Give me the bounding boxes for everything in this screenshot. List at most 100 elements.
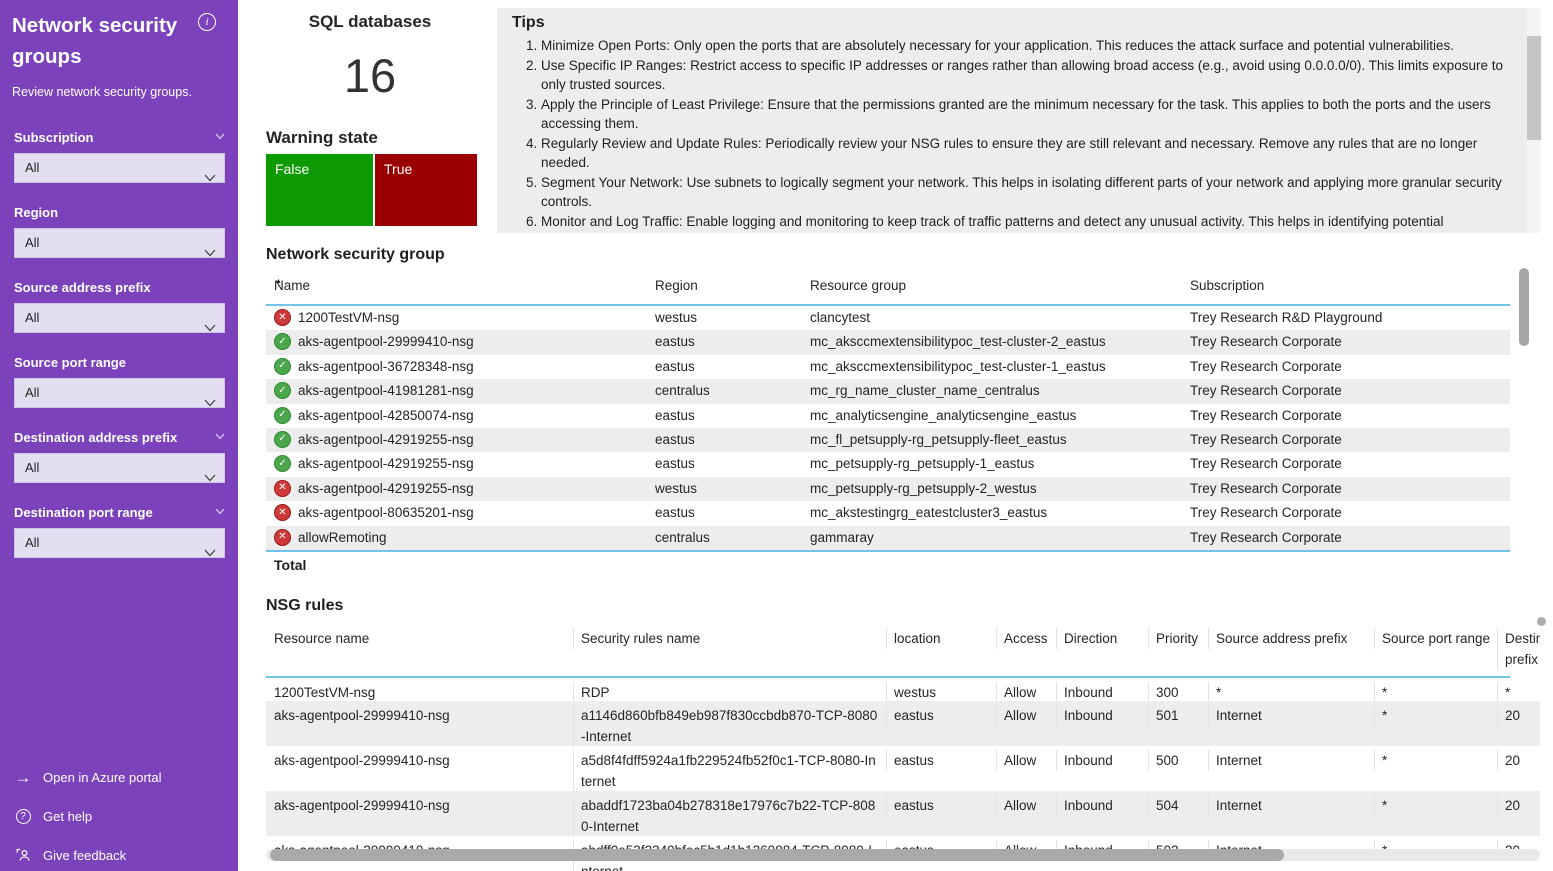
cell-resource-group: clancytest: [810, 310, 871, 325]
column-header[interactable]: Resource group: [810, 278, 907, 293]
rules-header-divider: [266, 676, 1510, 678]
column-header[interactable]: Security rules name: [573, 628, 879, 649]
tip-item: Use Specific IP Ranges: Restrict access …: [541, 56, 1505, 95]
cell-subscription: Trey Research Corporate: [1190, 480, 1342, 496]
info-icon[interactable]: i: [198, 13, 216, 31]
column-header[interactable]: Direction: [1056, 628, 1148, 649]
page-subtitle: Review network security groups.: [12, 85, 192, 99]
filter-group: Source address prefix All: [14, 280, 225, 333]
table-row[interactable]: aks-agentpool-29999410-nsg a1146d860bfb8…: [266, 701, 1540, 747]
give-feedback-link[interactable]: Give feedback: [14, 846, 126, 864]
table-row[interactable]: ✓ aks-agentpool-42919255-nsg eastus mc_f…: [266, 427, 1510, 453]
table-row[interactable]: 1200TestVM-nsg RDP westus Allow Inbound …: [266, 678, 1540, 703]
table-row[interactable]: aks-agentpool-29999410-nsg abaddf1723ba0…: [266, 791, 1540, 837]
cell-access: Allow: [996, 795, 1056, 816]
rules-table-vscrollbar-thumb[interactable]: [1537, 617, 1546, 626]
table-row[interactable]: ✓ aks-agentpool-36728348-nsg eastus mc_a…: [266, 355, 1510, 379]
cell-location: westus: [886, 682, 996, 703]
chevron-down-icon: [204, 464, 216, 492]
cell-source-port-range: *: [1374, 682, 1497, 703]
warning-true-button[interactable]: True: [375, 154, 477, 226]
cell-source-address-prefix: Internet: [1208, 795, 1374, 816]
cell-resource-name: aks-agentpool-29999410-nsg: [274, 753, 450, 768]
chevron-down-icon[interactable]: [215, 508, 225, 515]
chevron-down-icon: [204, 539, 216, 567]
filter-group: Region All: [14, 205, 225, 258]
chevron-down-icon[interactable]: [215, 433, 225, 440]
filter-dropdown[interactable]: All: [14, 153, 225, 183]
column-header[interactable]: Destination address prefix: [1497, 628, 1540, 670]
footer-link-label: Get help: [43, 808, 93, 824]
cell-resource-group: mc_petsupply-rg_petsupply-1_eastus: [810, 456, 1035, 472]
table-row[interactable]: ✕ 1200TestVM-nsg westus clancytest Trey …: [266, 306, 1510, 330]
filter-label: Destination address prefix: [14, 430, 225, 445]
tips-title: Tips: [512, 14, 545, 31]
table-row[interactable]: ✓ aks-agentpool-29999410-nsg eastus mc_a…: [266, 330, 1510, 355]
column-header[interactable]: Source address prefix: [1208, 628, 1374, 649]
cell-name: aks-agentpool-42919255-nsg: [298, 456, 474, 472]
column-header[interactable]: Region: [655, 278, 698, 293]
kpi-value: 16: [343, 49, 397, 102]
tips-panel: Tips Minimize Open Ports: Only open the …: [497, 8, 1541, 233]
filter-dropdown[interactable]: All: [14, 303, 225, 333]
cell-destination-address-prefix: 20: [1497, 750, 1540, 771]
filter-label: Source address prefix: [14, 280, 151, 295]
table-row[interactable]: ✓ aks-agentpool-42919255-nsg eastus mc_p…: [266, 452, 1510, 476]
x-circle-icon: ✕: [274, 479, 291, 497]
filter-dropdown[interactable]: All: [14, 378, 225, 408]
cell-direction: Inbound: [1056, 682, 1148, 703]
help-circle-icon: ?: [14, 807, 32, 825]
table-row[interactable]: ✓ aks-agentpool-42850074-nsg eastus mc_a…: [266, 404, 1510, 428]
cell-region: centralus: [655, 383, 710, 399]
cell-location: eastus: [886, 750, 996, 771]
filter-dropdown[interactable]: All: [14, 453, 225, 483]
chevron-down-icon: [204, 389, 216, 417]
cell-access: Allow: [996, 682, 1056, 703]
check-circle-icon: ✓: [274, 333, 291, 351]
column-header[interactable]: Subscription: [1190, 278, 1265, 293]
column-header[interactable]: Name: [274, 278, 311, 293]
filter-dropdown[interactable]: All: [14, 528, 225, 558]
sidebar: Network security groups i Review network…: [0, 0, 238, 871]
nsg-table-header: ▲ Name Region Resource group Subscription: [266, 276, 1510, 304]
cell-resource-group: mc_analyticsengine_analyticsengine_eastu…: [810, 407, 1077, 423]
cell-direction: Inbound: [1056, 705, 1148, 726]
filter-group: Subscription All: [14, 130, 225, 183]
filter-group: Source port range All: [14, 355, 225, 408]
check-circle-icon: ✓: [274, 455, 291, 473]
table-row[interactable]: ✓ aks-agentpool-41981281-nsg centralus m…: [266, 379, 1510, 404]
cell-name: aks-agentpool-42919255-nsg: [298, 431, 474, 447]
filter-dropdown[interactable]: All: [14, 228, 225, 258]
cell-name: aks-agentpool-29999410-nsg: [298, 334, 474, 350]
tip-item: Regularly Review and Update Rules: Perio…: [541, 134, 1505, 173]
table-row[interactable]: aks-agentpool-29999410-nsg a5d8f4fdff592…: [266, 746, 1540, 792]
cell-region: eastus: [655, 431, 695, 447]
table-row[interactable]: ✕ aks-agentpool-80635201-nsg eastus mc_a…: [266, 501, 1510, 525]
table-row[interactable]: ✕ allowRemoting centralus gammaray Trey …: [266, 525, 1510, 550]
column-header[interactable]: location: [886, 628, 996, 649]
tips-scrollbar-thumb[interactable]: [1527, 36, 1541, 140]
cell-name: aks-agentpool-42850074-nsg: [298, 407, 474, 423]
tips-scrollbar-track[interactable]: [1527, 8, 1541, 233]
cell-security-rule-name: RDP: [573, 682, 879, 703]
cell-subscription: Trey Research Corporate: [1190, 334, 1342, 350]
cell-source-port-range: *: [1374, 705, 1497, 726]
x-circle-icon: ✕: [274, 528, 291, 546]
get-help-link[interactable]: ? Get help: [14, 807, 92, 825]
cell-resource-name: aks-agentpool-29999410-nsg: [274, 798, 450, 813]
table-footer-divider: [266, 550, 1510, 552]
cell-resource-group: mc_petsupply-rg_petsupply-2_westus: [810, 480, 1037, 496]
cell-security-rule-name: a1146d860bfb849eb987f830ccbdb870-TCP-808…: [573, 705, 879, 747]
rules-table-hscrollbar-thumb[interactable]: [270, 849, 1284, 861]
cell-location: eastus: [886, 705, 996, 726]
nsg-table-scrollbar-thumb[interactable]: [1519, 268, 1529, 346]
column-header[interactable]: Resource name: [274, 631, 370, 646]
column-header[interactable]: Priority: [1148, 628, 1208, 649]
cell-security-rule-name: a5d8f4fdff5924a1fb229524fb52f0c1-TCP-808…: [573, 750, 879, 792]
column-header[interactable]: Access: [996, 628, 1056, 649]
chevron-down-icon[interactable]: [215, 133, 225, 140]
warning-false-button[interactable]: False: [266, 154, 373, 226]
column-header[interactable]: Source port range: [1374, 628, 1497, 649]
table-row[interactable]: ✕ aks-agentpool-42919255-nsg westus mc_p…: [266, 476, 1510, 502]
open-in-azure-portal-link[interactable]: → Open in Azure portal: [14, 768, 162, 786]
